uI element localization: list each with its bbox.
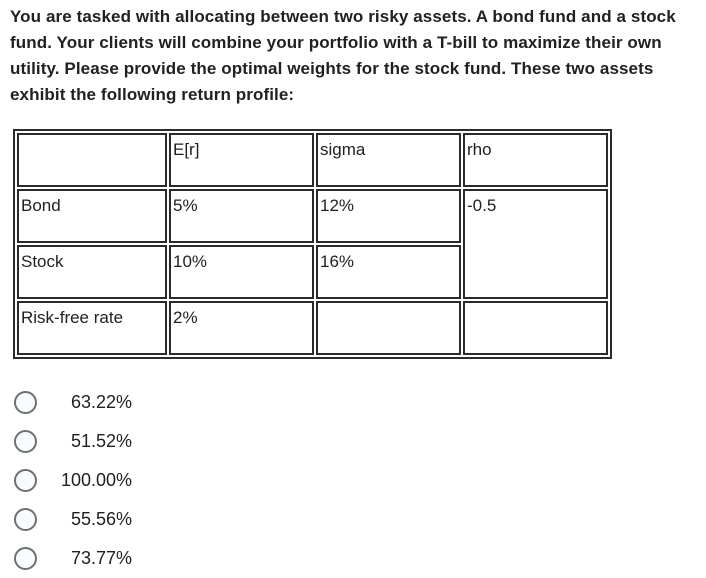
cell-stock-er: 10% <box>169 245 314 299</box>
answer-options: 63.22% 51.52% 100.00% 55.56% 73.77% <box>14 383 706 578</box>
radio-button[interactable] <box>14 469 37 492</box>
answer-option-2[interactable]: 51.52% <box>14 422 706 461</box>
answer-option-label[interactable]: 100.00% <box>60 470 132 490</box>
answer-option-label[interactable]: 55.56% <box>70 509 132 529</box>
radio-button[interactable] <box>14 430 37 453</box>
cell-bond-label: Bond <box>17 189 167 243</box>
cell-riskfree-label: Risk-free rate <box>17 301 167 355</box>
answer-option-1[interactable]: 63.22% <box>14 383 706 422</box>
table-row-stock: Stock 10% 16% <box>17 245 608 299</box>
cell-riskfree-sigma <box>316 301 461 355</box>
answer-option-label[interactable]: 73.77% <box>70 548 132 568</box>
header-cell-empty <box>17 133 167 187</box>
answer-option-label[interactable]: 63.22% <box>70 392 132 412</box>
cell-stock-label: Stock <box>17 245 167 299</box>
cell-riskfree-rho <box>463 301 608 355</box>
radio-button[interactable] <box>14 547 37 570</box>
answer-option-5[interactable]: 73.77% <box>14 539 706 578</box>
table-row-risk-free: Risk-free rate 2% <box>17 301 608 355</box>
radio-button[interactable] <box>14 391 37 414</box>
return-profile-table: E[r] sigma rho Bond 5% 12% -0.5 Stock 10… <box>13 129 612 359</box>
cell-bond-sigma: 12% <box>316 189 461 243</box>
table-row-header: E[r] sigma rho <box>17 133 608 187</box>
cell-stock-sigma: 16% <box>316 245 461 299</box>
question-line: utility. Please provide the optimal weig… <box>10 59 654 78</box>
radio-button[interactable] <box>14 508 37 531</box>
question-line: You are tasked with allocating between t… <box>10 7 676 26</box>
cell-riskfree-er: 2% <box>169 301 314 355</box>
answer-option-4[interactable]: 55.56% <box>14 500 706 539</box>
question-line: exhibit the following return profile: <box>10 85 295 104</box>
cell-rho-value: -0.5 <box>463 189 608 299</box>
answer-option-label[interactable]: 51.52% <box>70 431 132 451</box>
header-cell-er: E[r] <box>169 133 314 187</box>
answer-option-3[interactable]: 100.00% <box>14 461 706 500</box>
cell-bond-er: 5% <box>169 189 314 243</box>
header-cell-rho: rho <box>463 133 608 187</box>
question-line: fund. Your clients will combine your por… <box>10 33 662 52</box>
header-cell-sigma: sigma <box>316 133 461 187</box>
table-row-bond: Bond 5% 12% -0.5 <box>17 189 608 299</box>
question-text: You are tasked with allocating between t… <box>10 4 706 108</box>
